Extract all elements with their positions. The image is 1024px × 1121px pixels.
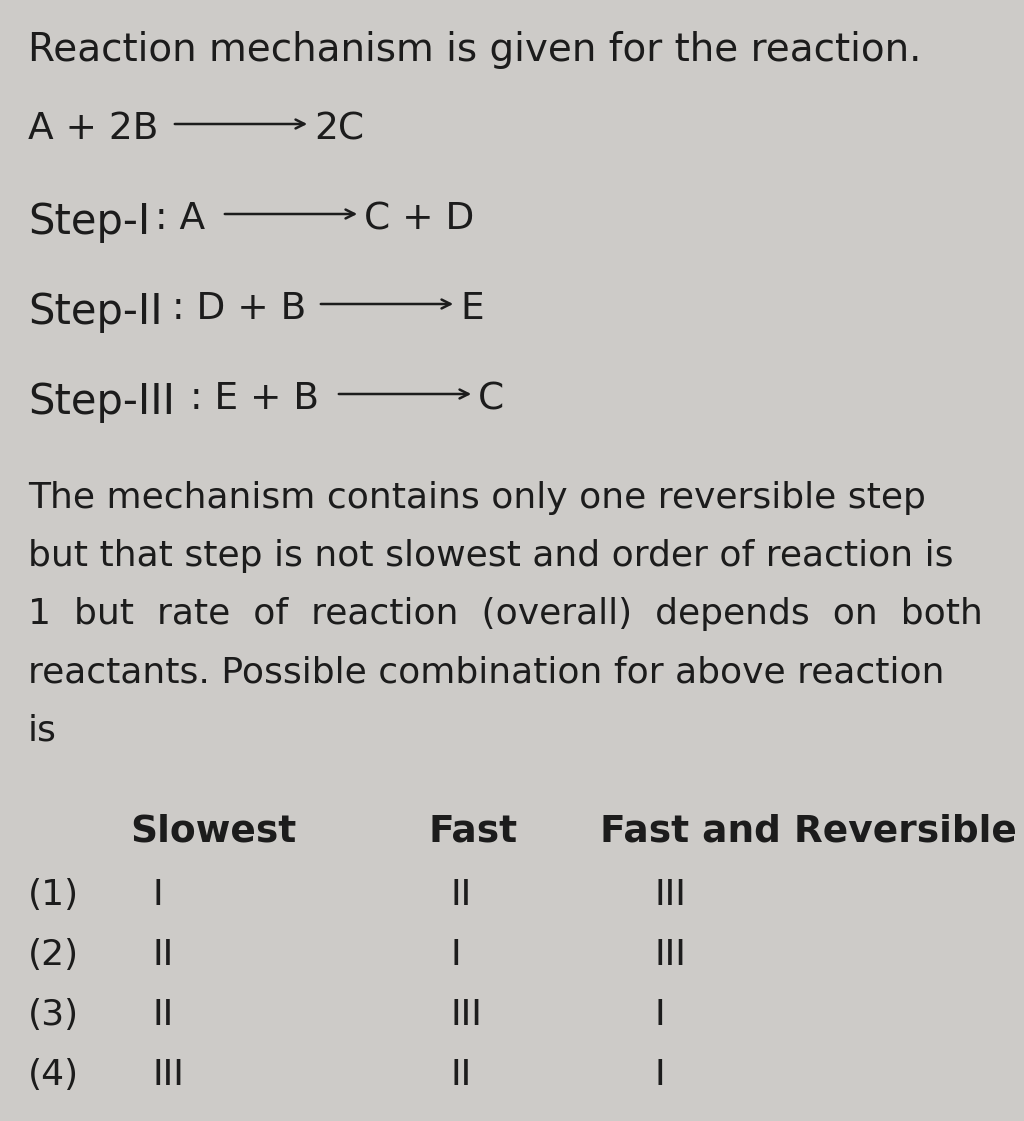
- Text: C: C: [478, 381, 504, 417]
- Text: : E + B: : E + B: [190, 381, 319, 417]
- Text: : D + B: : D + B: [172, 291, 306, 327]
- Text: Reaction mechanism is given for the reaction.: Reaction mechanism is given for the reac…: [28, 31, 922, 70]
- Text: III: III: [655, 878, 687, 912]
- Text: (2): (2): [28, 938, 79, 972]
- Text: Step-I: Step-I: [28, 201, 151, 243]
- Text: 1  but  rate  of  reaction  (overall)  depends  on  both: 1 but rate of reaction (overall) depends…: [28, 597, 983, 631]
- Text: (4): (4): [28, 1058, 79, 1092]
- Text: I: I: [152, 878, 163, 912]
- Text: The mechanism contains only one reversible step: The mechanism contains only one reversib…: [28, 481, 926, 515]
- Text: E: E: [460, 291, 483, 327]
- Text: III: III: [450, 998, 482, 1032]
- Text: II: II: [152, 998, 173, 1032]
- Text: II: II: [152, 938, 173, 972]
- Text: I: I: [655, 1058, 666, 1092]
- Text: reactants. Possible combination for above reaction: reactants. Possible combination for abov…: [28, 655, 944, 689]
- Text: Step-III: Step-III: [28, 381, 175, 423]
- Text: Fast and Reversible: Fast and Reversible: [600, 813, 1017, 849]
- Text: (1): (1): [28, 878, 79, 912]
- Text: : A: : A: [155, 201, 205, 237]
- Text: Fast: Fast: [428, 813, 517, 849]
- Text: (3): (3): [28, 998, 79, 1032]
- Text: II: II: [450, 1058, 471, 1092]
- Text: 2C: 2C: [314, 111, 365, 147]
- Text: C + D: C + D: [364, 201, 474, 237]
- Text: Step-II: Step-II: [28, 291, 163, 333]
- Text: I: I: [450, 938, 461, 972]
- Text: but that step is not slowest and order of reaction is: but that step is not slowest and order o…: [28, 539, 953, 573]
- Text: is: is: [28, 713, 57, 747]
- Text: Slowest: Slowest: [130, 813, 296, 849]
- Text: A + 2B: A + 2B: [28, 111, 159, 147]
- Text: III: III: [655, 938, 687, 972]
- Text: III: III: [152, 1058, 184, 1092]
- Text: I: I: [655, 998, 666, 1032]
- Text: II: II: [450, 878, 471, 912]
